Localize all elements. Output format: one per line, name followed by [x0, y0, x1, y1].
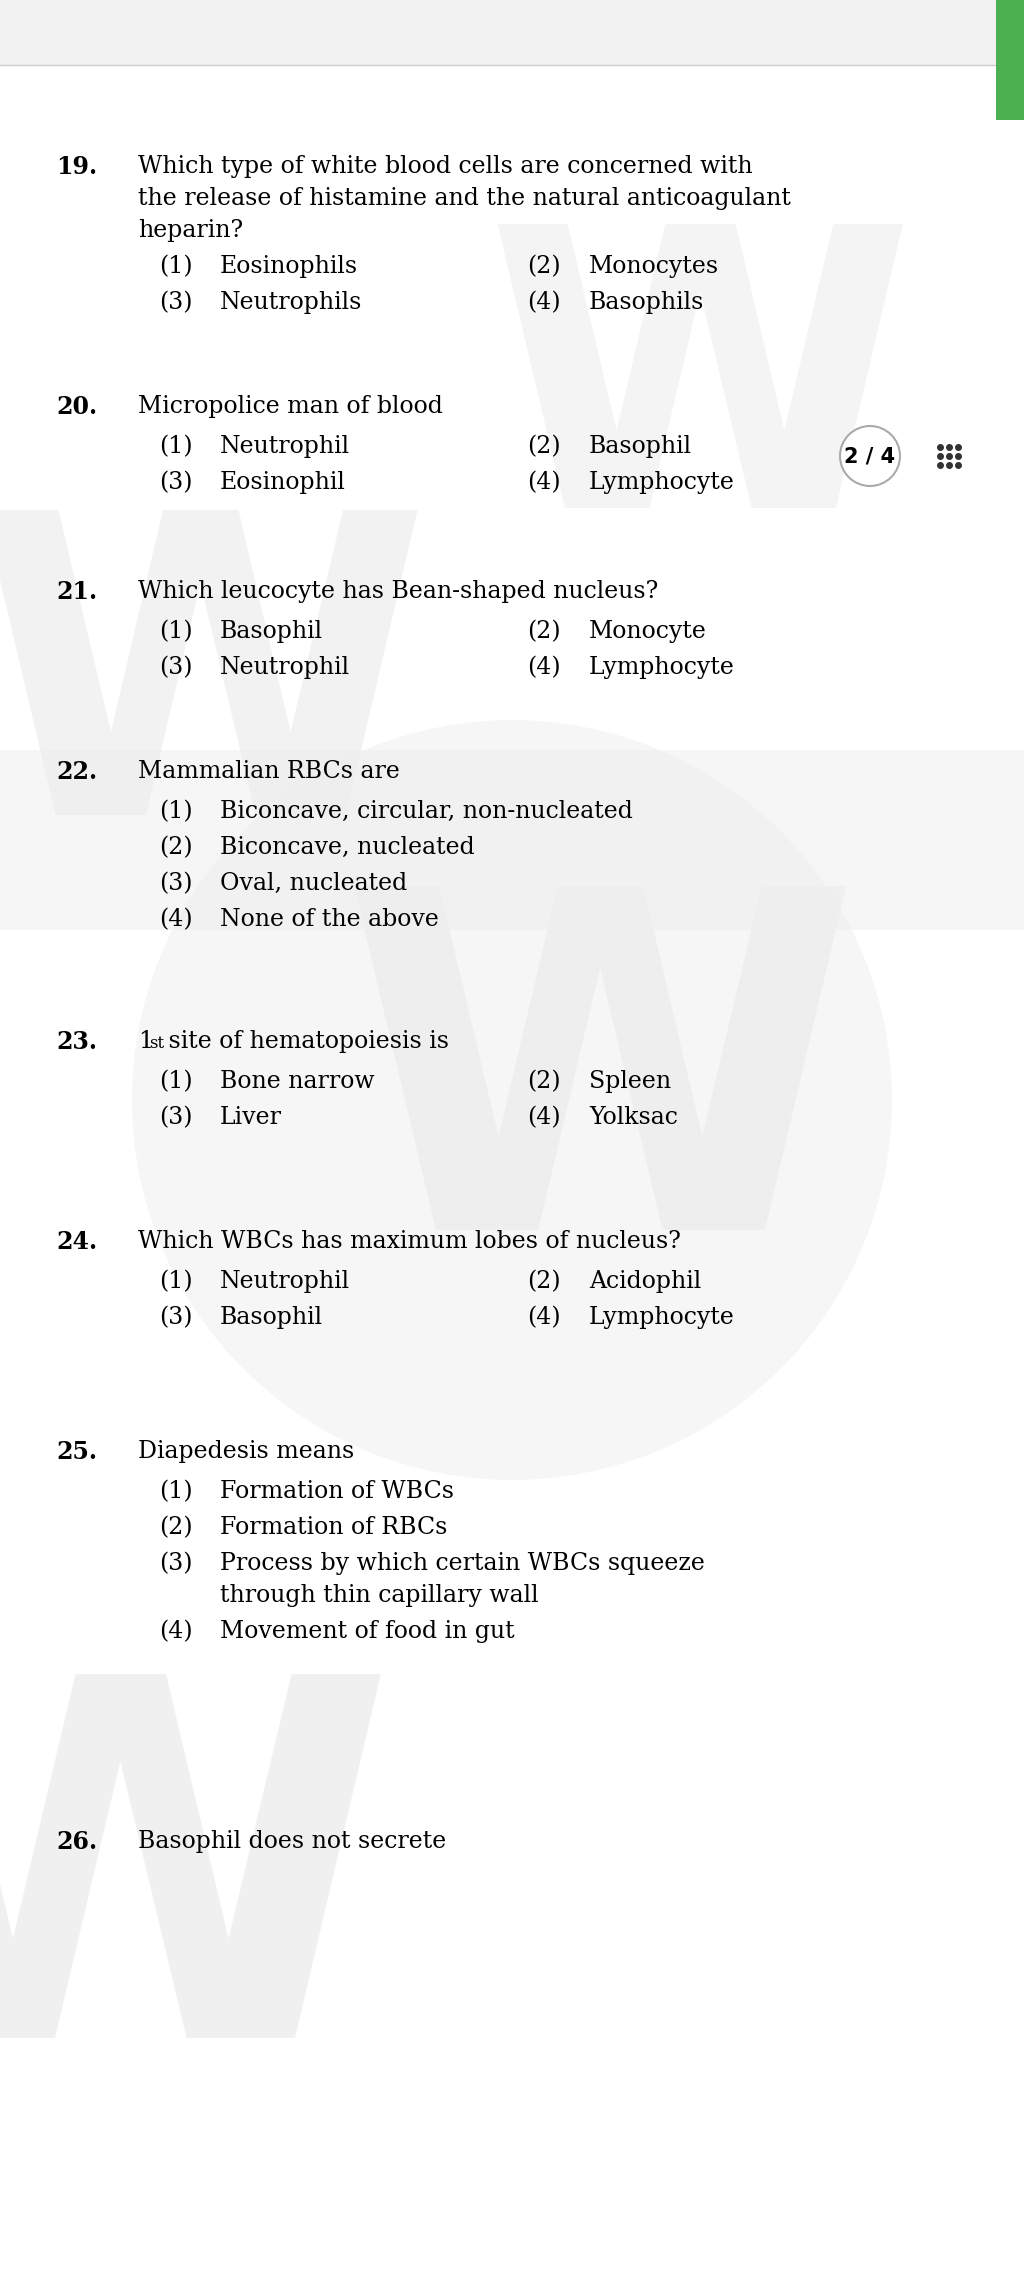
Text: (4): (4)	[527, 655, 561, 678]
Text: None of the above: None of the above	[220, 908, 439, 930]
Text: Bone narrow: Bone narrow	[220, 1069, 375, 1092]
Text: (3): (3)	[159, 291, 193, 314]
Text: Formation of RBCs: Formation of RBCs	[220, 1515, 447, 1538]
Text: (3): (3)	[159, 655, 193, 678]
Text: Which WBCs has maximum lobes of nucleus?: Which WBCs has maximum lobes of nucleus?	[138, 1231, 681, 1254]
Text: (4): (4)	[527, 471, 561, 494]
Text: W: W	[0, 1658, 395, 2143]
Text: (1): (1)	[159, 1069, 193, 1092]
Text: Lymphocyte: Lymphocyte	[589, 1306, 734, 1329]
Text: 26.: 26.	[56, 1829, 97, 1854]
Bar	[0, 751, 1024, 930]
Text: (4): (4)	[159, 1620, 193, 1643]
Text: Basophil: Basophil	[220, 621, 324, 644]
Circle shape	[840, 425, 900, 487]
Text: Biconcave, nucleated: Biconcave, nucleated	[220, 835, 475, 860]
Text: W: W	[0, 498, 430, 901]
Text: 19.: 19.	[56, 155, 97, 180]
Text: 2 / 4: 2 / 4	[845, 446, 896, 466]
Text: site of hematopoiesis is: site of hematopoiesis is	[161, 1031, 450, 1053]
Text: (1): (1)	[159, 621, 193, 644]
Bar	[0, 0, 1024, 66]
Text: Which type of white blood cells are concerned with: Which type of white blood cells are conc…	[138, 155, 753, 177]
Text: (4): (4)	[527, 1106, 561, 1128]
Text: Neutrophil: Neutrophil	[220, 655, 350, 678]
Text: 22.: 22.	[56, 760, 97, 785]
Text: (1): (1)	[159, 801, 193, 824]
Text: Spleen: Spleen	[589, 1069, 671, 1092]
Text: (4): (4)	[159, 908, 193, 930]
Text: 23.: 23.	[56, 1031, 97, 1053]
Text: Eosinophils: Eosinophils	[220, 255, 358, 278]
Text: Diapedesis means: Diapedesis means	[138, 1440, 354, 1463]
Text: W: W	[340, 871, 860, 1329]
Text: (2): (2)	[527, 621, 561, 644]
Text: the release of histamine and the natural anticoagulant: the release of histamine and the natural…	[138, 187, 792, 209]
Bar	[996, 0, 1024, 121]
Text: Yolksac: Yolksac	[589, 1106, 678, 1128]
Text: Basophil: Basophil	[220, 1306, 324, 1329]
Text: heparin?: heparin?	[138, 218, 244, 241]
Text: Eosinophil: Eosinophil	[220, 471, 346, 494]
Text: Monocytes: Monocytes	[589, 255, 719, 278]
Text: Lymphocyte: Lymphocyte	[589, 655, 734, 678]
Text: Neutrophils: Neutrophils	[220, 291, 362, 314]
Text: Micropolice man of blood: Micropolice man of blood	[138, 396, 443, 419]
Text: (2): (2)	[527, 255, 561, 278]
Text: Liver: Liver	[220, 1106, 283, 1128]
Text: Which leucocyte has Bean-shaped nucleus?: Which leucocyte has Bean-shaped nucleus?	[138, 580, 658, 603]
Text: Neutrophil: Neutrophil	[220, 1269, 350, 1292]
Text: (3): (3)	[159, 871, 193, 894]
Text: through thin capillary wall: through thin capillary wall	[220, 1583, 539, 1606]
Text: (2): (2)	[159, 835, 193, 860]
Text: (1): (1)	[159, 255, 193, 278]
Text: Basophil: Basophil	[589, 435, 692, 457]
Text: (2): (2)	[527, 1069, 561, 1092]
Text: Lymphocyte: Lymphocyte	[589, 471, 734, 494]
Text: Basophil does not secrete: Basophil does not secrete	[138, 1829, 446, 1854]
Text: (2): (2)	[527, 435, 561, 457]
Text: (2): (2)	[527, 1269, 561, 1292]
Text: 1: 1	[138, 1031, 154, 1053]
Text: 24.: 24.	[56, 1231, 97, 1254]
Text: Monocyte: Monocyte	[589, 621, 707, 644]
Text: (3): (3)	[159, 471, 193, 494]
Text: Basophils: Basophils	[589, 291, 705, 314]
Text: Movement of food in gut: Movement of food in gut	[220, 1620, 515, 1643]
Text: Formation of WBCs: Formation of WBCs	[220, 1481, 455, 1504]
Text: (4): (4)	[527, 291, 561, 314]
Text: (3): (3)	[159, 1106, 193, 1128]
Text: (1): (1)	[159, 1481, 193, 1504]
Text: 20.: 20.	[56, 396, 97, 419]
Text: 25.: 25.	[56, 1440, 97, 1465]
Text: (4): (4)	[527, 1306, 561, 1329]
Text: Neutrophil: Neutrophil	[220, 435, 350, 457]
Text: st: st	[148, 1035, 164, 1051]
Text: W: W	[485, 212, 914, 589]
Text: (1): (1)	[159, 435, 193, 457]
Text: Biconcave, circular, non-nucleated: Biconcave, circular, non-nucleated	[220, 801, 633, 824]
Text: Acidophil: Acidophil	[589, 1269, 701, 1292]
Text: 21.: 21.	[56, 580, 97, 603]
Text: Oval, nucleated: Oval, nucleated	[220, 871, 408, 894]
Text: (3): (3)	[159, 1306, 193, 1329]
Text: (2): (2)	[159, 1515, 193, 1538]
Text: (3): (3)	[159, 1552, 193, 1574]
Circle shape	[132, 719, 892, 1481]
Text: (1): (1)	[159, 1269, 193, 1292]
Text: Process by which certain WBCs squeeze: Process by which certain WBCs squeeze	[220, 1552, 706, 1574]
Text: Mammalian RBCs are: Mammalian RBCs are	[138, 760, 400, 783]
